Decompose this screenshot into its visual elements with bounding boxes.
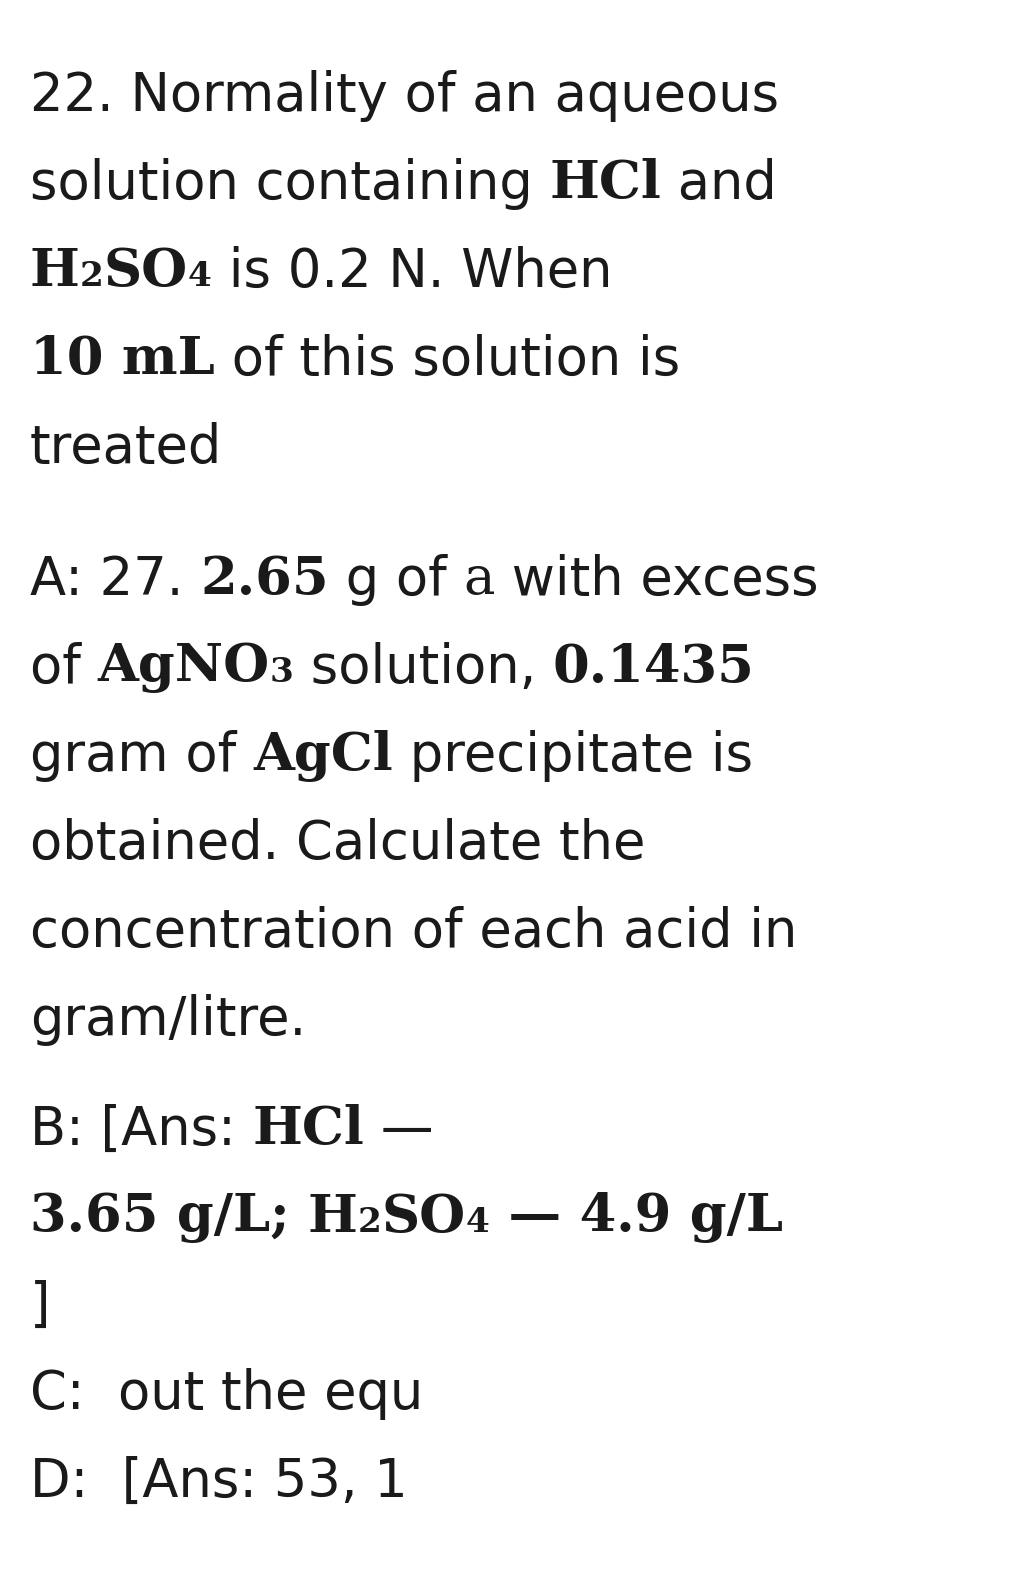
Text: H: H [30,247,80,298]
Text: 2.65: 2.65 [201,554,329,605]
Text: HCl: HCl [550,158,662,209]
Text: precipitate is: precipitate is [393,731,753,782]
Text: 2: 2 [357,1207,382,1239]
Text: AgNO: AgNO [97,642,269,693]
Text: 4: 4 [466,1207,489,1239]
Text: C:  out the equ: C: out the equ [30,1368,423,1420]
Text: 3.65 g/L;: 3.65 g/L; [30,1192,308,1243]
Text: SO: SO [382,1192,466,1243]
Text: H: H [308,1192,357,1243]
Text: HCl: HCl [253,1103,365,1156]
Text: treated: treated [30,422,222,474]
Text: AgCl: AgCl [253,731,393,782]
Text: solution containing: solution containing [30,158,550,210]
Text: A: 27.: A: 27. [30,554,201,607]
Text: a: a [464,554,495,605]
Text: 4: 4 [187,259,212,293]
Text: of this solution is: of this solution is [215,334,680,385]
Text: gram/litre.: gram/litre. [30,993,306,1046]
Text: is 0.2 N. When: is 0.2 N. When [212,247,612,298]
Text: — 4.9 g/L: — 4.9 g/L [489,1192,782,1243]
Text: and: and [662,158,777,210]
Text: 0.1435: 0.1435 [553,642,755,693]
Text: 2: 2 [80,259,103,293]
Text: concentration of each acid in: concentration of each acid in [30,906,798,958]
Text: of: of [30,642,97,694]
Text: 3: 3 [269,656,294,689]
Text: ]: ] [30,1280,50,1333]
Text: 22. Normality of an aqueous: 22. Normality of an aqueous [30,70,779,123]
Text: SO: SO [103,247,187,298]
Text: —: — [365,1103,434,1156]
Text: D:  [Ans: 53, 1: D: [Ans: 53, 1 [30,1457,408,1508]
Text: B: [Ans:: B: [Ans: [30,1103,253,1156]
Text: gram of: gram of [30,731,253,782]
Text: 10 mL: 10 mL [30,334,215,385]
Text: solution,: solution, [294,642,553,694]
Text: obtained. Calculate the: obtained. Calculate the [30,818,645,869]
Text: with excess: with excess [495,554,818,607]
Text: g of: g of [329,554,464,607]
